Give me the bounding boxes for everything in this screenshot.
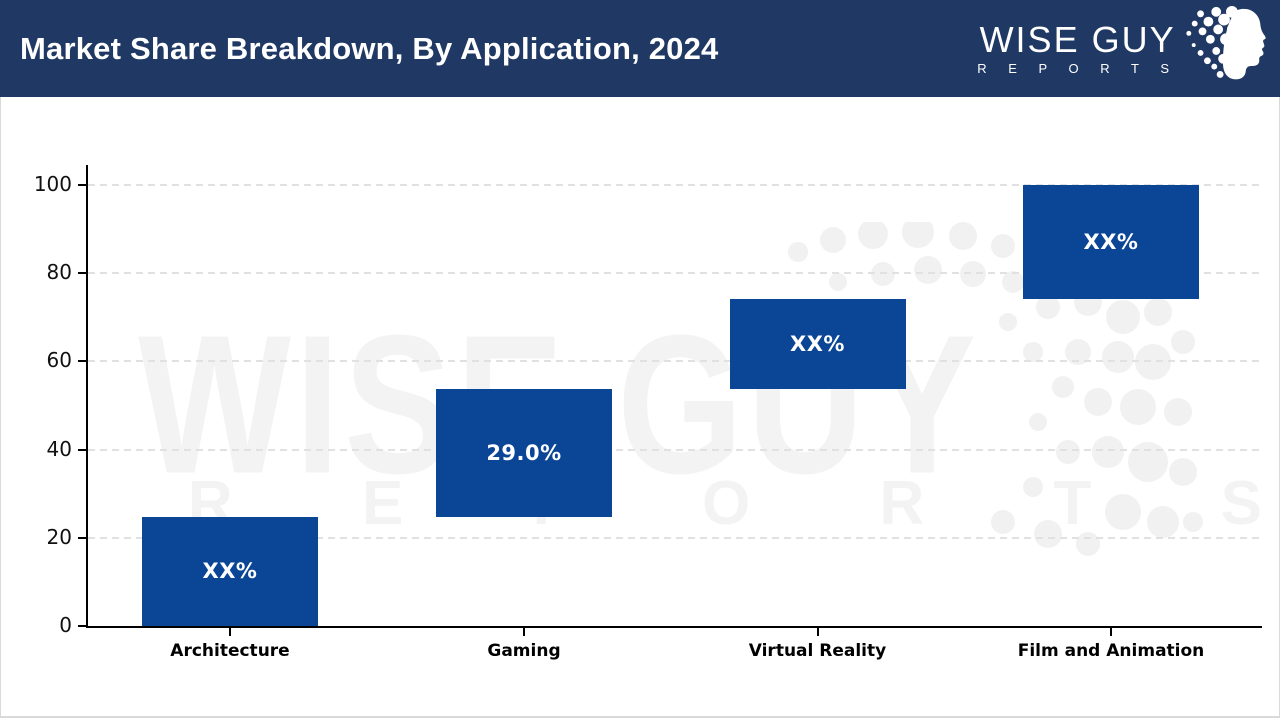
gridline-80 bbox=[88, 272, 1262, 275]
y-tick-mark-80 bbox=[78, 272, 87, 275]
brand-logo-text: WISE GUY R E P O R T S bbox=[977, 19, 1178, 77]
x-tick-mark-architecture bbox=[229, 628, 231, 636]
logo-wordmark: WISE GUY bbox=[979, 19, 1176, 60]
bar-virtual-reality: XX% bbox=[729, 299, 906, 389]
y-tick-label-80: 80 bbox=[46, 260, 72, 285]
x-axis-line bbox=[86, 626, 1262, 628]
x-tick-mark-film-and-animation bbox=[1110, 628, 1112, 636]
y-tick-label-100: 100 bbox=[33, 172, 72, 196]
bar-film-and-animation: XX% bbox=[1023, 185, 1199, 300]
footer-divider bbox=[0, 716, 1280, 718]
y-tick-label-0: 0 bbox=[59, 613, 72, 637]
bar-value-label-virtual-reality: XX% bbox=[790, 331, 845, 356]
y-tick-mark-0 bbox=[78, 625, 87, 627]
watermark-subtext: R E P O R T S bbox=[188, 469, 1280, 538]
y-tick-mark-40 bbox=[78, 448, 87, 451]
brand-logo: WISE GUY R E P O R T S bbox=[977, 4, 1272, 94]
y-tick-label-20: 20 bbox=[46, 524, 72, 549]
x-category-label-virtual-reality: Virtual Reality bbox=[748, 641, 887, 661]
page-title: Market Share Breakdown, By Application, … bbox=[20, 30, 719, 66]
y-tick-label-40: 40 bbox=[46, 436, 72, 461]
header-bar: Market Share Breakdown, By Application, … bbox=[0, 0, 1280, 97]
x-tick-mark-gaming bbox=[523, 628, 525, 636]
x-category-label-gaming: Gaming bbox=[487, 641, 561, 661]
bar-value-label-architecture: XX% bbox=[202, 559, 258, 584]
bar-architecture: XX% bbox=[142, 516, 318, 626]
bar-value-label-gaming: 29.0% bbox=[486, 440, 562, 465]
gridline-100 bbox=[88, 184, 1262, 186]
gridline-20 bbox=[88, 536, 1262, 539]
y-tick-label-60: 60 bbox=[46, 348, 72, 373]
x-tick-mark-virtual-reality bbox=[816, 628, 819, 636]
gridline-40 bbox=[88, 448, 1262, 451]
x-category-label-architecture: Architecture bbox=[170, 641, 290, 661]
logo-subtext: R E P O R T S bbox=[977, 61, 1178, 76]
bar-value-label-film-and-animation: XX% bbox=[1083, 230, 1139, 255]
y-axis-line bbox=[86, 165, 88, 628]
y-tick-mark-100 bbox=[78, 184, 87, 186]
logo-head-icon bbox=[1186, 5, 1266, 80]
gridline-60 bbox=[88, 360, 1262, 363]
y-tick-mark-20 bbox=[78, 536, 87, 539]
y-tick-mark-60 bbox=[78, 360, 87, 363]
bar-gaming: 29.0% bbox=[436, 388, 612, 517]
x-category-label-film-and-animation: Film and Animation bbox=[1017, 641, 1205, 661]
